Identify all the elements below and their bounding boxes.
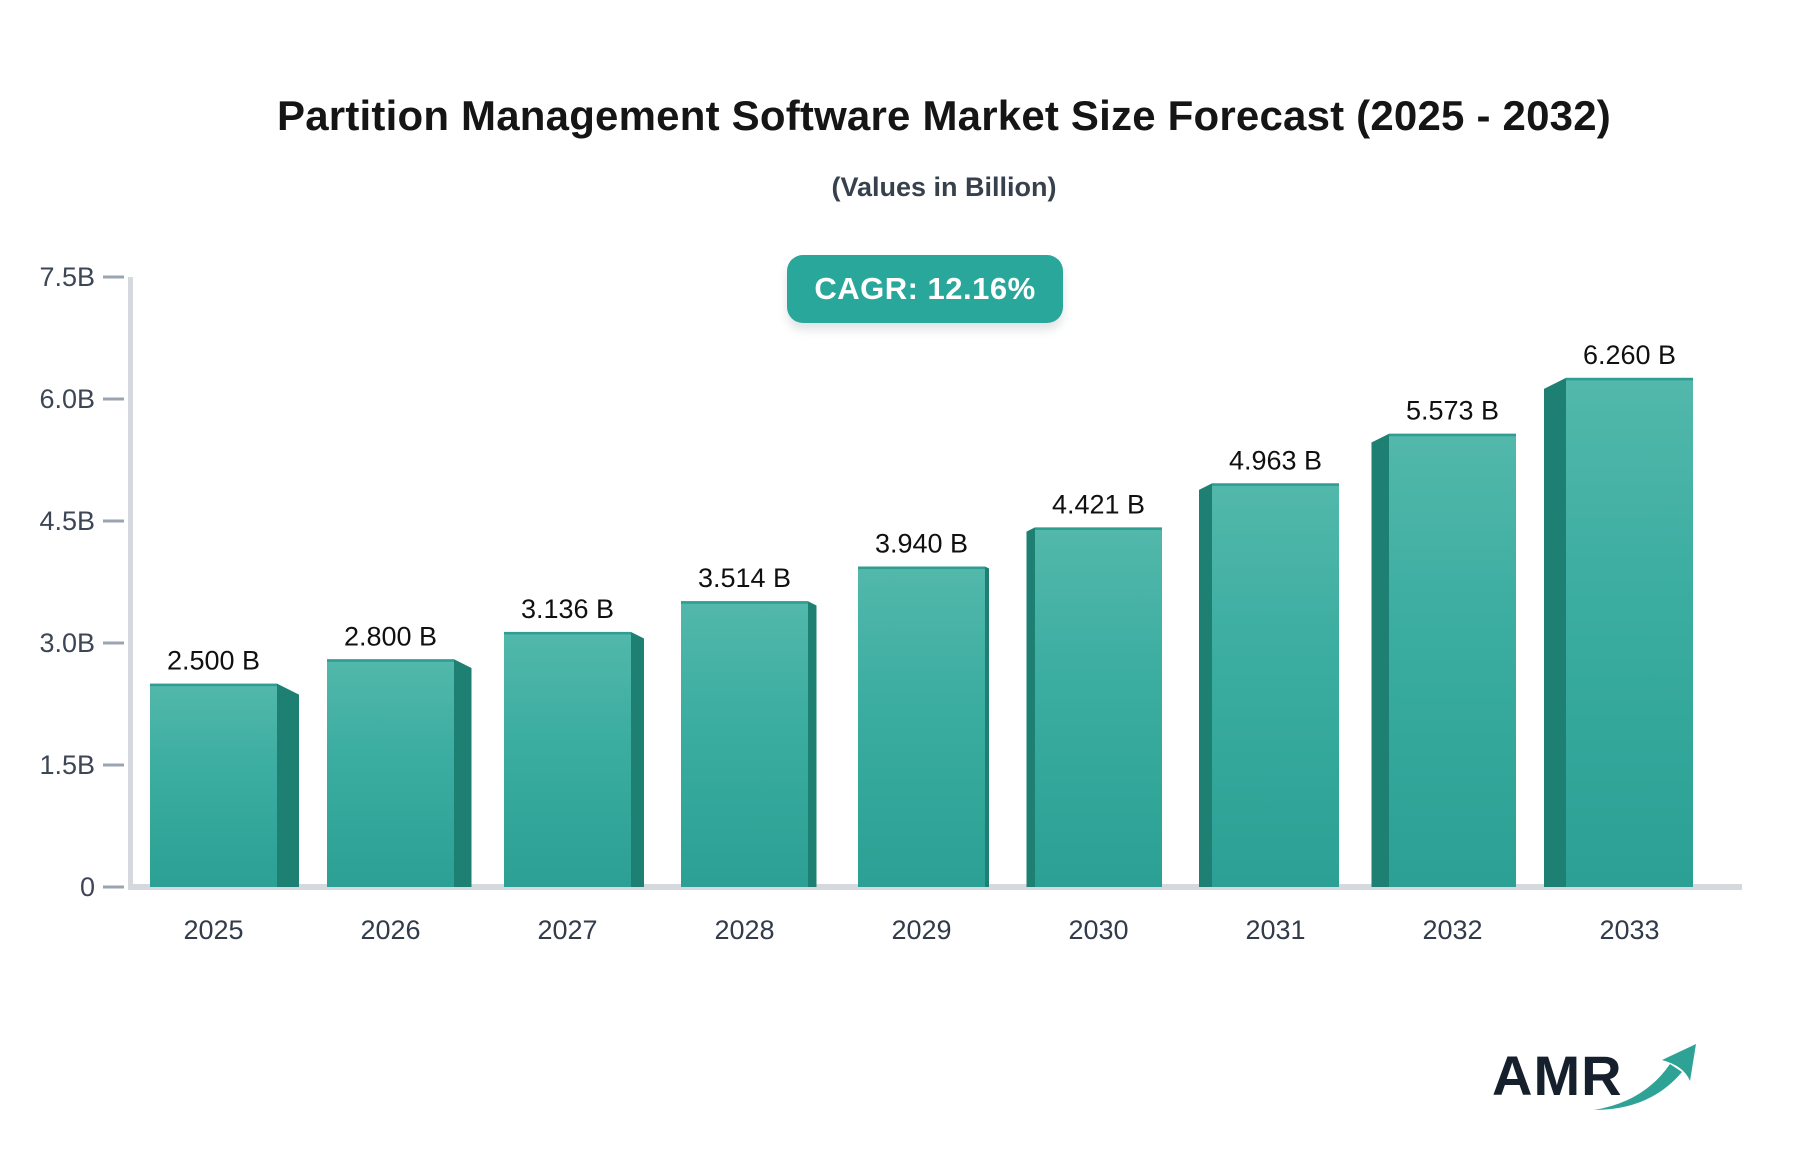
bar-side-face: [631, 631, 644, 887]
bar-value-label: 3.514 B: [698, 563, 791, 593]
bar-front-face: [681, 601, 808, 887]
bar-side-face: [808, 601, 817, 887]
bar-top-edge: [681, 601, 808, 604]
bar-top-edge: [1389, 433, 1516, 437]
x-category-label: 2031: [1245, 915, 1305, 945]
bar-top-edge: [1035, 527, 1162, 530]
bar-front-face: [858, 566, 985, 887]
y-tick-mark: [103, 275, 124, 279]
bar-value-label: 4.963 B: [1229, 445, 1322, 475]
bar-front-face: [1035, 527, 1162, 887]
bar-2032: 5.573 B 2032: [1371, 396, 1516, 945]
y-tick-mark: [103, 519, 124, 523]
bar-2029: 3.940 B 2029: [858, 529, 989, 945]
x-category-label: 2029: [891, 915, 951, 945]
bar-top-edge: [858, 566, 985, 570]
bar-side-face: [1371, 433, 1389, 887]
y-tick-label: 0: [80, 872, 95, 902]
cagr-badge: CAGR: 12.16%: [787, 255, 1063, 323]
bar-top-edge: [1566, 377, 1693, 381]
bar-value-label: 3.136 B: [521, 594, 614, 624]
bar-value-label: 6.260 B: [1583, 340, 1676, 370]
y-tick-label: 4.5B: [39, 506, 95, 536]
bar-2027: 3.136 B 2027: [504, 594, 644, 945]
bar-front-face: [150, 683, 277, 887]
bar-value-label: 2.800 B: [344, 621, 437, 651]
bar-2025: 2.500 B 2025: [150, 646, 299, 945]
bar-front-face: [1389, 433, 1516, 887]
bar-side-face: [985, 566, 989, 887]
bar-front-face: [504, 631, 631, 887]
bar-side-face: [1026, 527, 1035, 887]
x-category-label: 2030: [1068, 915, 1128, 945]
chart-title: Partition Management Software Market Siz…: [277, 92, 1611, 139]
bar-2030: 4.421 B 2030: [1026, 489, 1162, 945]
bar-value-label: 4.421 B: [1052, 489, 1145, 519]
bar-value-label: 5.573 B: [1406, 396, 1499, 426]
bar-2028: 3.514 B 2028: [681, 563, 817, 945]
y-axis-line: [128, 277, 133, 890]
x-category-label: 2033: [1599, 915, 1659, 945]
x-category-label: 2032: [1422, 915, 1482, 945]
y-tick-label: 7.5B: [39, 262, 95, 292]
bar-2033: 6.260 B 2033: [1544, 340, 1693, 945]
bar-top-edge: [1212, 483, 1339, 486]
y-tick-mark: [103, 397, 124, 401]
y-tick-mark: [103, 885, 124, 889]
y-tick-label: 6.0B: [39, 384, 95, 414]
amr-logo-text: AMR: [1492, 1044, 1623, 1107]
x-category-label: 2027: [537, 915, 597, 945]
y-tick-mark: [103, 763, 124, 767]
x-category-label: 2026: [360, 915, 420, 945]
bar-side-face: [277, 683, 299, 887]
bar-value-label: 2.500 B: [167, 646, 260, 676]
bar-top-edge: [504, 631, 631, 635]
bar-front-face: [1566, 377, 1693, 887]
cagr-badge-label: CAGR: 12.16%: [814, 271, 1036, 306]
trend-arrow-icon: [1594, 1044, 1696, 1110]
bar-front-face: [327, 659, 454, 887]
bar-side-face: [1199, 483, 1212, 887]
bar-side-face: [1544, 377, 1566, 887]
bar-2031: 4.963 B 2031: [1199, 445, 1339, 945]
bar-side-face: [454, 659, 472, 887]
y-tick-label: 1.5B: [39, 750, 95, 780]
x-category-label: 2028: [714, 915, 774, 945]
bar-value-label: 3.940 B: [875, 529, 968, 559]
y-tick-mark: [103, 641, 124, 645]
bar-top-edge: [150, 683, 277, 687]
x-category-label: 2025: [183, 915, 243, 945]
y-tick-label: 3.0B: [39, 628, 95, 658]
amr-logo: AMR: [1492, 1021, 1722, 1116]
bar-2026: 2.800 B 2026: [327, 621, 472, 945]
chart-subtitle: (Values in Billion): [831, 172, 1057, 202]
bar-front-face: [1212, 483, 1339, 887]
bar-top-edge: [327, 659, 454, 662]
